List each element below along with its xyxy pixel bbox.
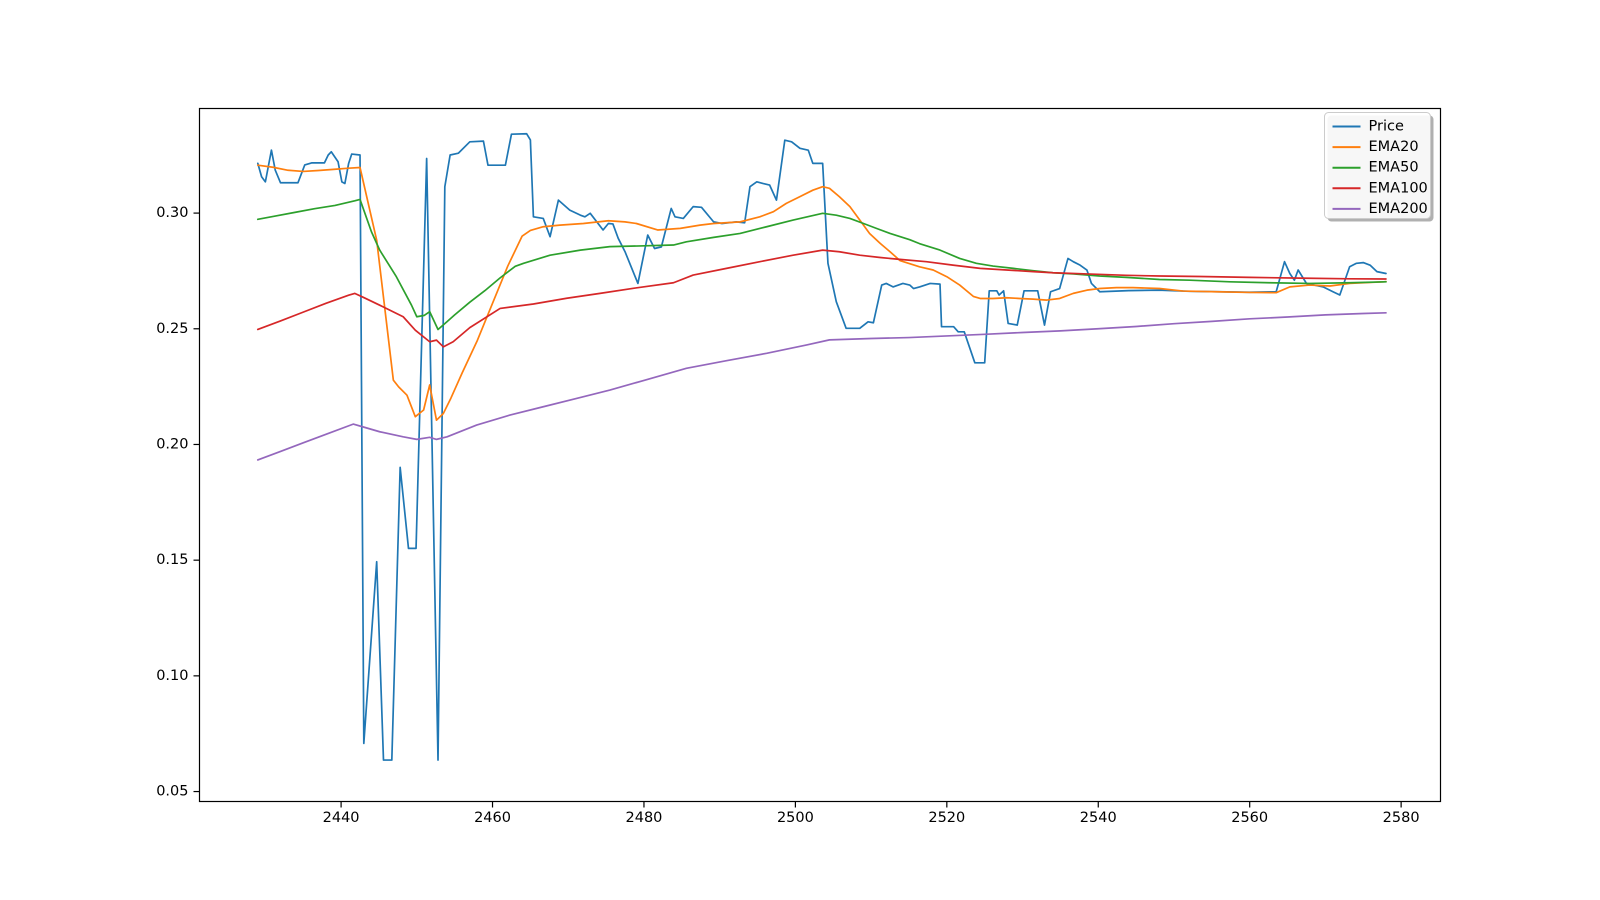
y-tick-label: 0.30 [156, 205, 188, 221]
x-tick-label: 2460 [474, 810, 511, 826]
series-line-ema20 [256, 164, 1387, 422]
legend-item-label: EMA100 [1369, 180, 1428, 196]
legend-item-label: EMA20 [1369, 139, 1419, 155]
y-tick-label: 0.10 [156, 668, 188, 684]
legend-item-label: EMA50 [1369, 160, 1419, 176]
plot-area-frame [198, 107, 1442, 803]
y-tick-label: 0.20 [156, 436, 188, 452]
x-tick-label: 2500 [777, 810, 814, 826]
y-tick-label: 0.25 [156, 321, 188, 337]
legend-box [1324, 112, 1431, 219]
x-tick-label: 2440 [323, 810, 360, 826]
y-tick-label: 0.05 [156, 784, 188, 800]
legend-item-label: EMA200 [1369, 201, 1428, 217]
x-tick-label: 2540 [1080, 810, 1117, 826]
series-line-ema100 [256, 249, 1387, 348]
series-line-ema200 [256, 311, 1387, 461]
legend-item-label: Price [1369, 119, 1404, 135]
x-tick-label: 2580 [1383, 810, 1420, 826]
y-tick-label: 0.15 [156, 552, 188, 568]
x-tick-label: 2480 [626, 810, 663, 826]
series-line-price [256, 132, 1387, 761]
x-tick-label: 2560 [1231, 810, 1268, 826]
x-tick-label: 2520 [928, 810, 965, 826]
